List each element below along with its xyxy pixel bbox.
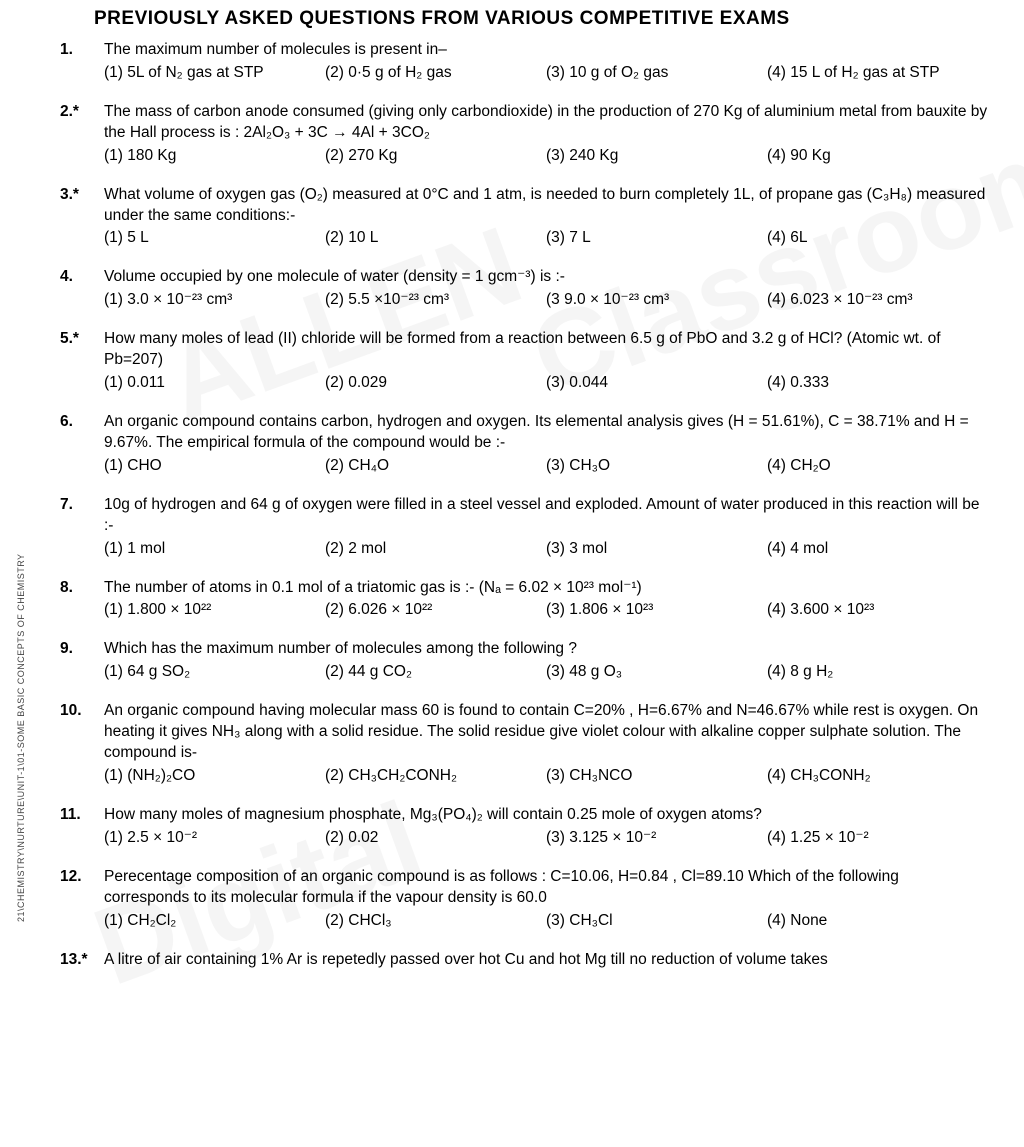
- question-stem: The mass of carbon anode consumed (givin…: [104, 102, 988, 144]
- option: (3) 48 g O₃: [546, 662, 767, 683]
- question: 11. How many moles of magnesium phosphat…: [60, 805, 988, 849]
- question: 2.* The mass of carbon anode consumed (g…: [60, 102, 988, 167]
- question: 3.* What volume of oxygen gas (O₂) measu…: [60, 185, 988, 250]
- option: (3) CH₃O: [546, 456, 767, 477]
- option: (1) CH₂Cl₂: [104, 911, 325, 932]
- question: 4. Volume occupied by one molecule of wa…: [60, 267, 988, 311]
- option: (1) 5 L: [104, 228, 325, 249]
- question: 12. Perecentage composition of an organi…: [60, 867, 988, 932]
- option: (2) 10 L: [325, 228, 546, 249]
- option: (1) 0.011: [104, 373, 325, 394]
- question-number: 9.: [60, 639, 104, 683]
- option: (4) 6.023 × 10⁻²³ cm³: [767, 290, 988, 311]
- question: 8. The number of atoms in 0.1 mol of a t…: [60, 578, 988, 622]
- question-stem: What volume of oxygen gas (O₂) measured …: [104, 185, 988, 227]
- option: (3) 3 mol: [546, 539, 767, 560]
- option: (2) CH₄O: [325, 456, 546, 477]
- option: (3) 1.806 × 10²³: [546, 600, 767, 621]
- question-stem: 10g of hydrogen and 64 g of oxygen were …: [104, 495, 988, 537]
- option: (3 9.0 × 10⁻²³ cm³: [546, 290, 767, 311]
- option: (3) 3.125 × 10⁻²: [546, 828, 767, 849]
- option: (1) 1.800 × 10²²: [104, 600, 325, 621]
- question-stem: Volume occupied by one molecule of water…: [104, 267, 988, 288]
- option: (2) 0.029: [325, 373, 546, 394]
- exam-page: ALLEN Classroom Digital PREVIOUSLY ASKED…: [0, 0, 1024, 982]
- question-stem: An organic compound contains carbon, hyd…: [104, 412, 988, 454]
- question-stem: A litre of air containing 1% Ar is repet…: [104, 950, 988, 971]
- option: (4) 8 g H₂: [767, 662, 988, 683]
- option: (2) 270 Kg: [325, 146, 546, 167]
- option: (3) 240 Kg: [546, 146, 767, 167]
- question-number: 11.: [60, 805, 104, 849]
- option: (4) None: [767, 911, 988, 932]
- question-number: 8.: [60, 578, 104, 622]
- option: (3) 10 g of O₂ gas: [546, 63, 767, 84]
- option: (2) CHCl₃: [325, 911, 546, 932]
- option: (1) (NH₂)₂CO: [104, 766, 325, 787]
- option: (1) 1 mol: [104, 539, 325, 560]
- page-title: PREVIOUSLY ASKED QUESTIONS FROM VARIOUS …: [94, 8, 988, 30]
- question-number: 1.: [60, 40, 104, 84]
- option: (1) 64 g SO₂: [104, 662, 325, 683]
- option: (2) 2 mol: [325, 539, 546, 560]
- question-number: 6.: [60, 412, 104, 477]
- question: 7. 10g of hydrogen and 64 g of oxygen we…: [60, 495, 988, 560]
- side-page-label: 21\CHEMISTRY\NURTURE\UNIT-1\01-SOME BASI…: [16, 554, 26, 923]
- option: (4) 90 Kg: [767, 146, 988, 167]
- question: 1. The maximum number of molecules is pr…: [60, 40, 988, 84]
- option: (4) 15 L of H₂ gas at STP: [767, 63, 988, 84]
- question-number: 4.: [60, 267, 104, 311]
- option: (2) 44 g CO₂: [325, 662, 546, 683]
- option: (4) 6L: [767, 228, 988, 249]
- question-number: 7.: [60, 495, 104, 560]
- option: (1) 5L of N₂ gas at STP: [104, 63, 325, 84]
- question-stem: How many moles of lead (II) chloride wil…: [104, 329, 988, 371]
- option: (4) CH₂O: [767, 456, 988, 477]
- question-stem: Which has the maximum number of molecule…: [104, 639, 988, 660]
- question-stem: The number of atoms in 0.1 mol of a tria…: [104, 578, 988, 599]
- option: (2) 0·5 g of H₂ gas: [325, 63, 546, 84]
- question: 10. An organic compound having molecular…: [60, 701, 988, 787]
- question: 5.* How many moles of lead (II) chloride…: [60, 329, 988, 394]
- option: (4) 3.600 × 10²³: [767, 600, 988, 621]
- option: (2) 0.02: [325, 828, 546, 849]
- option: (4) 4 mol: [767, 539, 988, 560]
- question: 9. Which has the maximum number of molec…: [60, 639, 988, 683]
- question-number: 13.*: [60, 950, 104, 973]
- option: (1) CHO: [104, 456, 325, 477]
- option: (1) 180 Kg: [104, 146, 325, 167]
- option: (3) 7 L: [546, 228, 767, 249]
- option: (1) 3.0 × 10⁻²³ cm³: [104, 290, 325, 311]
- option: (3) CH₃NCO: [546, 766, 767, 787]
- question-number: 2.*: [60, 102, 104, 167]
- question: 13.* A litre of air containing 1% Ar is …: [60, 950, 988, 973]
- question-stem: The maximum number of molecules is prese…: [104, 40, 988, 61]
- option: (4) CH₃CONH₂: [767, 766, 988, 787]
- question-number: 12.: [60, 867, 104, 932]
- option: (3) CH₃Cl: [546, 911, 767, 932]
- option: (1) 2.5 × 10⁻²: [104, 828, 325, 849]
- question-number: 3.*: [60, 185, 104, 250]
- question-number: 5.*: [60, 329, 104, 394]
- question-stem: An organic compound having molecular mas…: [104, 701, 988, 764]
- question: 6. An organic compound contains carbon, …: [60, 412, 988, 477]
- option: (4) 1.25 × 10⁻²: [767, 828, 988, 849]
- option: (2) 6.026 × 10²²: [325, 600, 546, 621]
- question-stem: Perecentage composition of an organic co…: [104, 867, 988, 909]
- option: (2) 5.5 ×10⁻²³ cm³: [325, 290, 546, 311]
- option: (3) 0.044: [546, 373, 767, 394]
- option: (4) 0.333: [767, 373, 988, 394]
- question-stem: How many moles of magnesium phosphate, M…: [104, 805, 988, 826]
- option: (2) CH₃CH₂CONH₂: [325, 766, 546, 787]
- question-number: 10.: [60, 701, 104, 787]
